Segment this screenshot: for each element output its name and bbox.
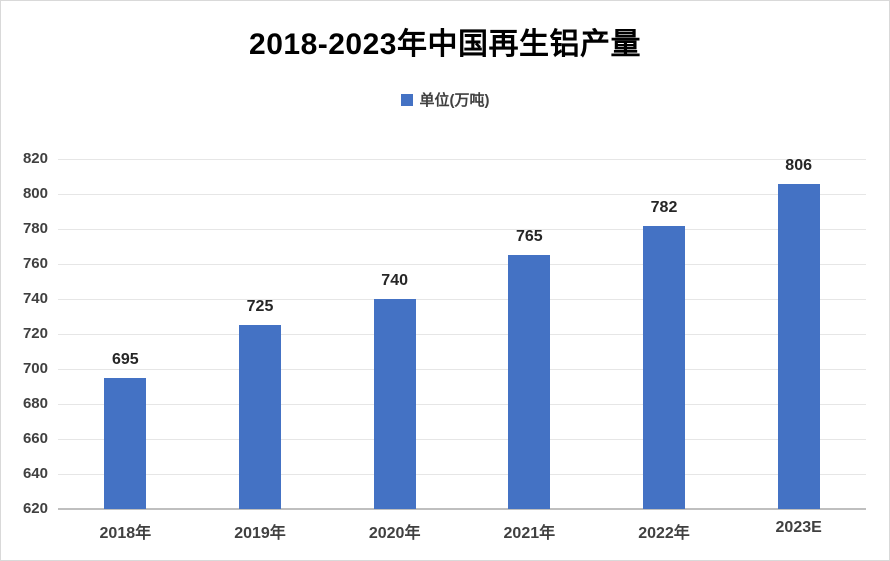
gridline xyxy=(58,229,866,230)
x-axis-category-label: 2019年 xyxy=(234,525,286,542)
y-axis-tick-label: 660 xyxy=(22,430,48,447)
bar-value-label: 740 xyxy=(381,272,408,289)
y-axis-tick-label: 700 xyxy=(22,360,48,377)
y-axis-tick-label: 620 xyxy=(22,500,48,517)
gridline xyxy=(58,334,866,335)
chart-title: 2018-2023年中国再生铝产量 xyxy=(249,28,641,61)
y-axis-tick-label: 720 xyxy=(22,325,48,342)
bar-value-label: 765 xyxy=(515,228,543,246)
x-axis-line xyxy=(58,508,866,510)
bar xyxy=(373,299,416,509)
gridline xyxy=(58,299,866,300)
bar xyxy=(643,225,685,509)
bar xyxy=(239,325,281,509)
bar-value-label: 782 xyxy=(650,198,678,216)
x-axis-category-label: 2021年 xyxy=(503,525,556,542)
bar xyxy=(104,377,147,509)
x-axis-category-label: 2020年 xyxy=(368,525,421,542)
bar-value-label: 695 xyxy=(111,350,139,368)
bar-value-label: 725 xyxy=(246,298,274,316)
y-axis-tick-label: 740 xyxy=(22,290,48,307)
bar xyxy=(508,255,551,509)
y-axis-tick-label: 640 xyxy=(22,465,48,482)
gridline xyxy=(58,404,866,405)
y-axis-tick-label: 680 xyxy=(22,395,48,412)
y-axis-tick-label: 780 xyxy=(22,220,48,237)
gridline xyxy=(58,159,866,160)
x-axis-category-label: 2022年 xyxy=(638,525,690,542)
gridline xyxy=(58,474,866,475)
y-axis-tick-label: 820 xyxy=(22,150,48,167)
x-axis-category-label: 2023E xyxy=(775,519,822,536)
gridline xyxy=(58,194,866,195)
gridline xyxy=(58,264,866,265)
plot-area: 620 640 660 680 700 720 740 760 780 800 820 695 2018… xyxy=(23,151,866,542)
legend-label: 单位(万吨) xyxy=(419,92,490,109)
bar xyxy=(777,183,820,509)
bar-value-label: 806 xyxy=(785,156,812,174)
legend-marker-icon xyxy=(400,93,413,106)
y-axis-tick-label: 760 xyxy=(22,255,48,272)
gridline xyxy=(58,369,866,370)
x-axis-category-label: 2018年 xyxy=(99,525,152,542)
legend: 单位(万吨) xyxy=(1,89,889,110)
y-axis-tick-label: 800 xyxy=(22,185,48,202)
gridline xyxy=(58,439,866,440)
